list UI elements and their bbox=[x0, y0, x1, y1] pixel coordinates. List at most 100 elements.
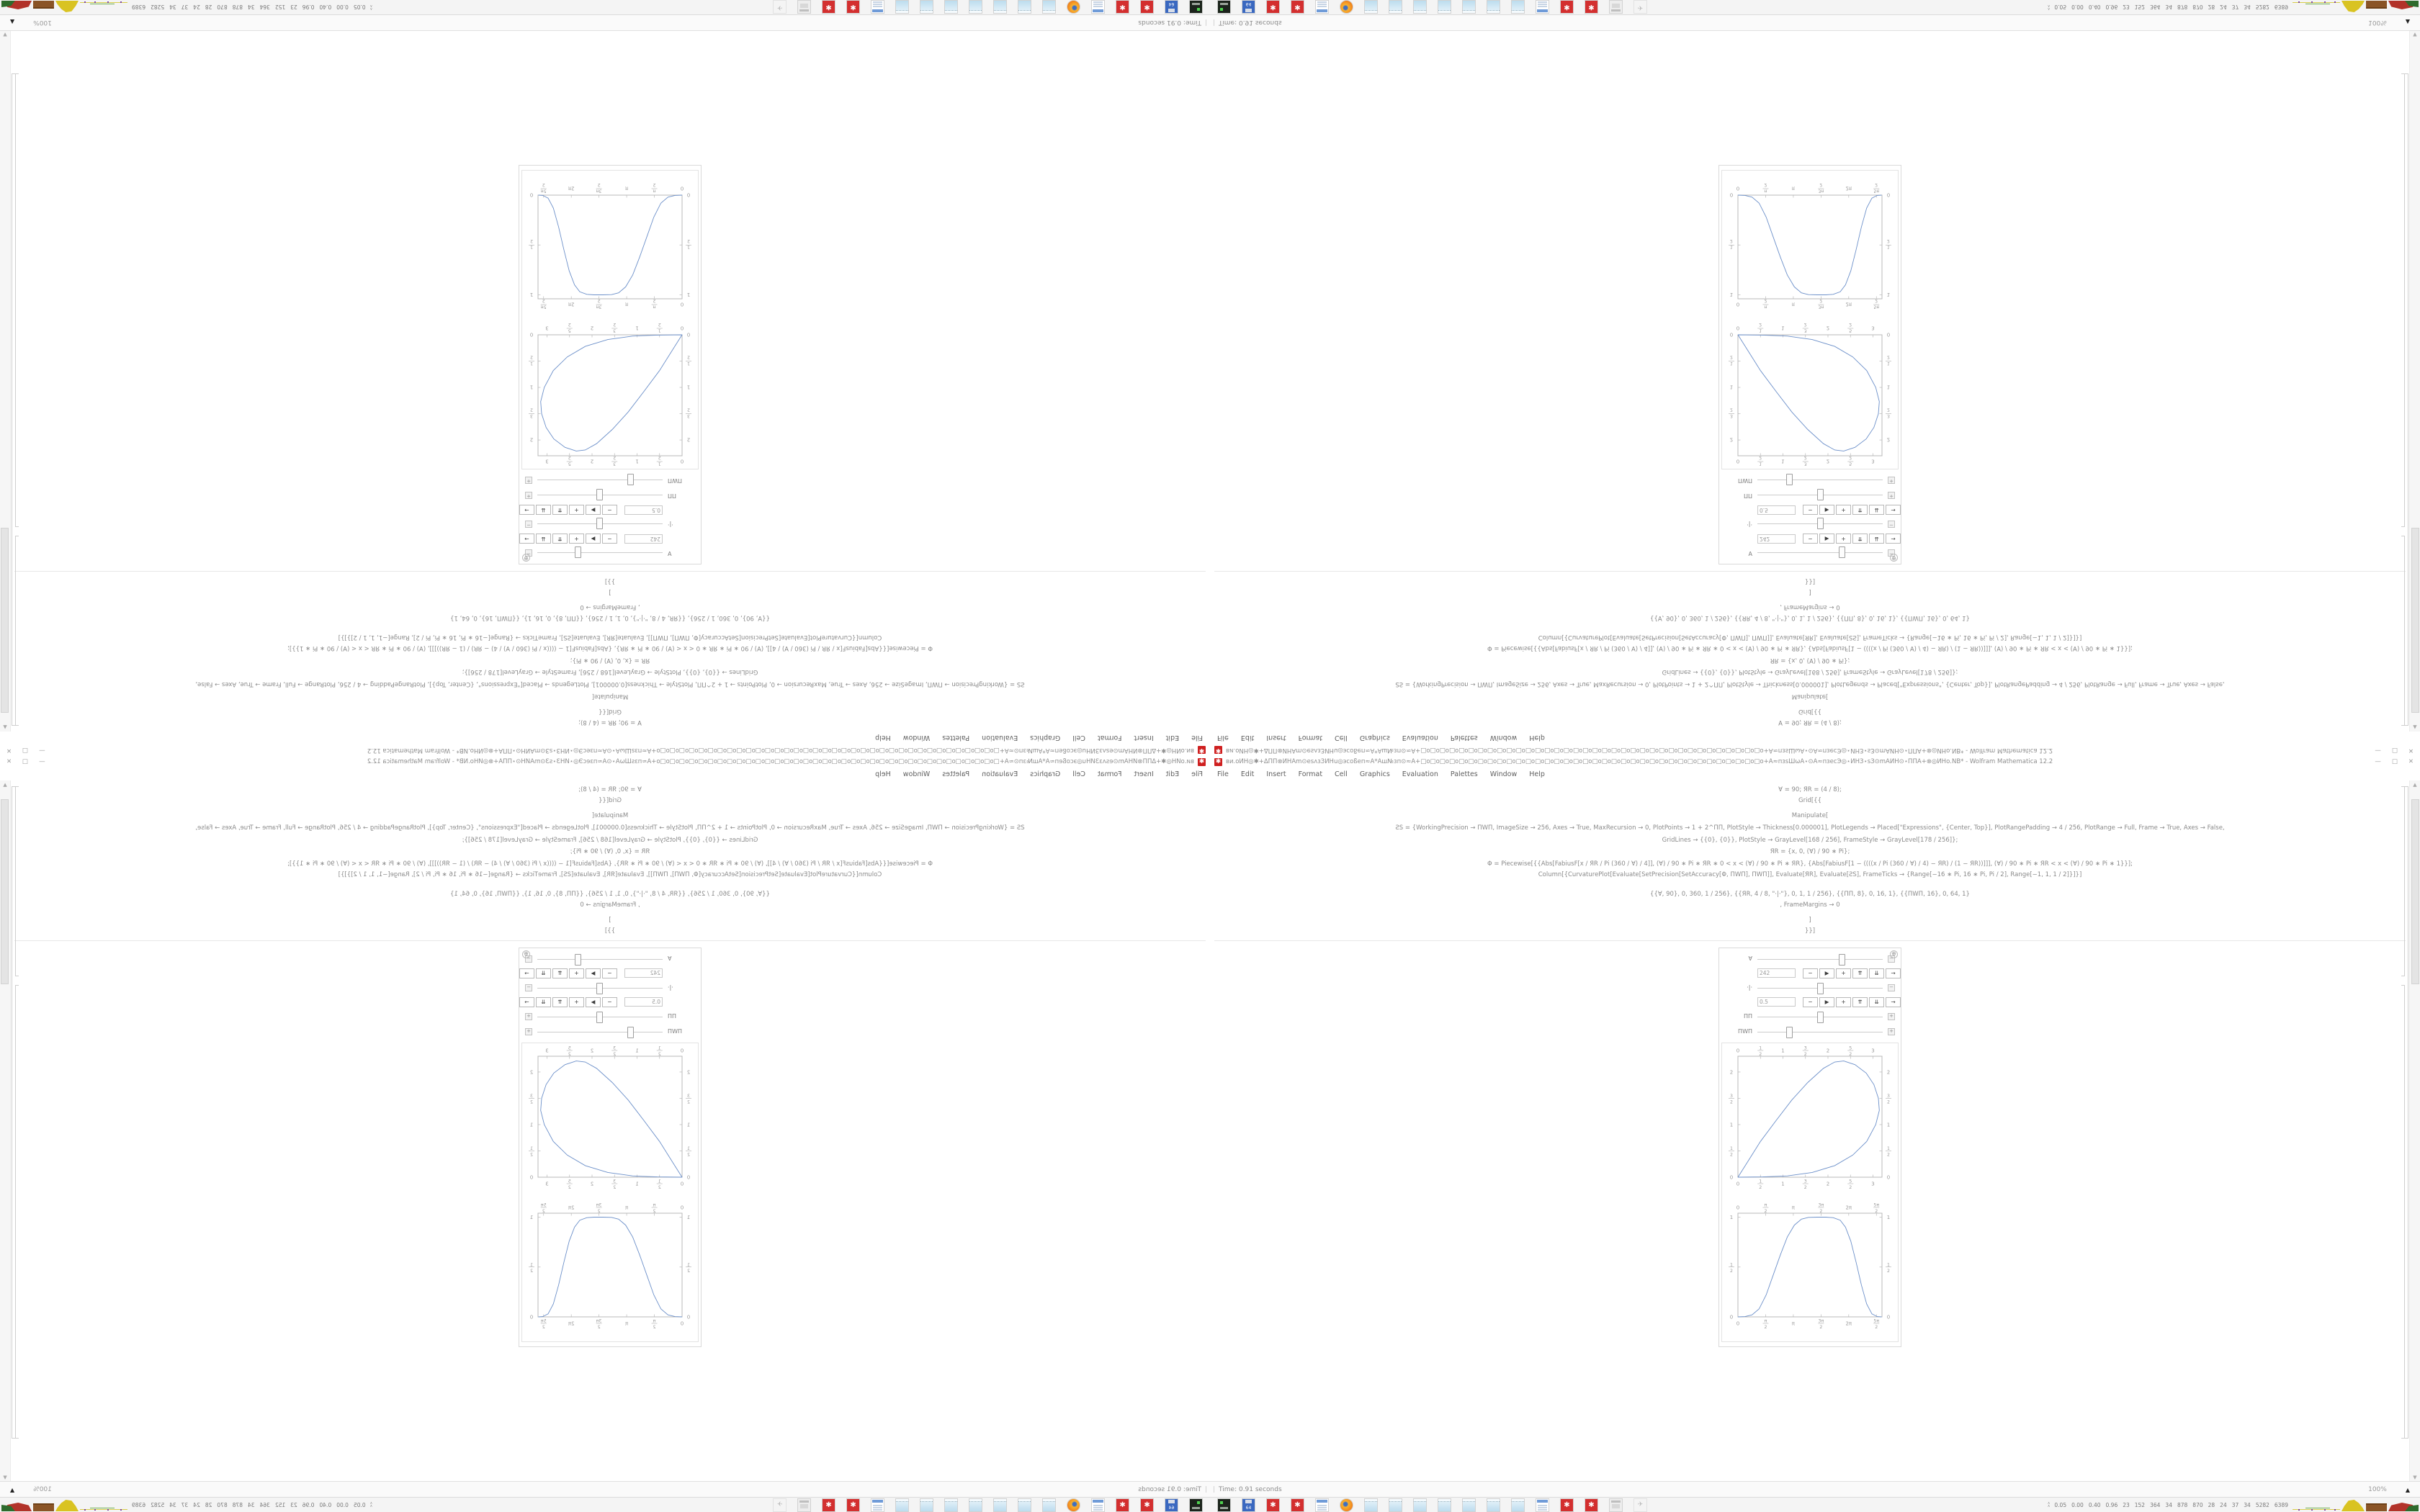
document-scroll-icon[interactable] bbox=[797, 0, 811, 14]
step-plus-button[interactable]: + bbox=[1836, 968, 1851, 978]
cell-bracket-output[interactable] bbox=[15, 73, 19, 527]
zoom-level[interactable]: 100% bbox=[33, 1486, 52, 1493]
mathematica-icon[interactable]: ✱ bbox=[1560, 1498, 1574, 1512]
calculator-icon[interactable] bbox=[1091, 1498, 1105, 1512]
notepad-icon[interactable] bbox=[1389, 0, 1402, 14]
cell-bracket-input[interactable] bbox=[15, 536, 19, 726]
slider-value-input[interactable]: 0.5 bbox=[624, 505, 663, 515]
notepad-icon[interactable] bbox=[1511, 0, 1525, 14]
mathematica-icon[interactable]: ✱ bbox=[1585, 0, 1598, 14]
mathematica-icon[interactable]: ✱ bbox=[1585, 1498, 1598, 1512]
dark-drive-utility-icon[interactable] bbox=[1217, 0, 1231, 14]
cell-bracket-group[interactable] bbox=[2405, 786, 2408, 1439]
menu-insert[interactable]: Insert bbox=[1134, 734, 1154, 742]
direction-button[interactable]: → bbox=[519, 534, 534, 544]
firefox-icon[interactable] bbox=[1067, 0, 1080, 14]
slider-1[interactable] bbox=[1757, 546, 1883, 559]
input-cell[interactable]: Ɐ = 90; ЯR = (4 / 8); Grid[{{Manipulate[Ƨ… bbox=[10, 786, 1210, 935]
slider-2[interactable] bbox=[1757, 982, 1883, 994]
minimize-button[interactable]: — bbox=[39, 758, 45, 765]
dark-drive-utility-icon[interactable] bbox=[1189, 0, 1203, 14]
notepad-icon[interactable] bbox=[1413, 0, 1427, 14]
menu-palettes[interactable]: Palettes bbox=[942, 770, 970, 778]
cell-bracket-group[interactable] bbox=[2405, 73, 2408, 726]
faster-button[interactable]: ⇈ bbox=[552, 505, 568, 516]
menu-edit[interactable]: Edit bbox=[1240, 770, 1255, 778]
mathematica-icon[interactable]: ✱ bbox=[1116, 1498, 1129, 1512]
slider-thumb[interactable] bbox=[1838, 953, 1845, 966]
slider-collapse-button[interactable]: + bbox=[525, 1012, 532, 1020]
notepad-icon[interactable] bbox=[969, 1498, 982, 1512]
menu-help[interactable]: Help bbox=[875, 770, 891, 778]
window-titlebar[interactable]: ✱ ви.оИН◎✱+ΔПП⊗ИНАm⊙еѕʌзЗИНu◎эсоßеп≈А*Аш… bbox=[0, 756, 1210, 768]
menu-format[interactable]: Format bbox=[1298, 734, 1323, 742]
zoom-level[interactable]: 100% bbox=[33, 19, 52, 26]
scroll-down-icon[interactable]: ▼ bbox=[2413, 1475, 2417, 1480]
slider-collapse-button[interactable]: + bbox=[525, 1027, 532, 1035]
notepad-icon[interactable] bbox=[1364, 0, 1378, 14]
menu-file[interactable]: File bbox=[1191, 770, 1203, 778]
gray-plane-icon[interactable]: ✈ bbox=[1634, 1498, 1647, 1512]
cell-bracket-output[interactable] bbox=[2401, 985, 2405, 1439]
menu-help[interactable]: Help bbox=[1529, 734, 1545, 742]
slider-thumb[interactable] bbox=[1817, 518, 1824, 530]
menu-insert[interactable]: Insert bbox=[1266, 734, 1286, 742]
slider-2[interactable] bbox=[1757, 518, 1883, 530]
slower-button[interactable]: ⇊ bbox=[1869, 968, 1884, 978]
notepad-icon[interactable] bbox=[1389, 1498, 1402, 1512]
menu-window[interactable]: Window bbox=[1489, 770, 1518, 778]
mathematica-icon[interactable]: ✱ bbox=[822, 0, 835, 14]
notepad-icon[interactable] bbox=[1487, 0, 1500, 14]
notepad-icon[interactable] bbox=[1438, 0, 1451, 14]
menu-graphics[interactable]: Graphics bbox=[1359, 770, 1390, 778]
close-button[interactable]: ✕ bbox=[2408, 758, 2414, 765]
scrollbar-thumb[interactable] bbox=[2411, 528, 2419, 713]
zoom-caret-icon[interactable]: ▲ bbox=[10, 19, 15, 26]
notepad-icon[interactable] bbox=[1042, 1498, 1056, 1512]
input-cell[interactable]: Ɐ = 90; ЯR = (4 / 8); Grid[{{Manipulate[Ƨ… bbox=[1210, 786, 2410, 935]
menu-cell[interactable]: Cell bbox=[1335, 770, 1348, 778]
notepad-icon[interactable] bbox=[969, 0, 982, 14]
floppy-64-icon[interactable]: 64 bbox=[1242, 0, 1255, 14]
scroll-down-icon[interactable]: ▼ bbox=[3, 32, 7, 37]
mathematica-icon[interactable]: ✱ bbox=[1560, 0, 1574, 14]
firefox-icon[interactable] bbox=[1340, 1498, 1353, 1512]
step-plus-button[interactable]: + bbox=[569, 996, 584, 1007]
direction-button[interactable]: → bbox=[1886, 996, 1901, 1007]
play-button[interactable]: ▶ bbox=[1819, 505, 1834, 516]
calculator-icon[interactable] bbox=[1315, 0, 1329, 14]
tray-chevron-icon[interactable]: ∧ ∧ bbox=[2047, 1501, 2051, 1508]
mathematica-icon[interactable]: ✱ bbox=[846, 1498, 860, 1512]
floppy-64-icon[interactable]: 64 bbox=[1242, 1498, 1255, 1512]
slider-1[interactable] bbox=[537, 953, 663, 966]
mathematica-icon[interactable]: ✱ bbox=[1291, 1498, 1304, 1512]
menu-format[interactable]: Format bbox=[1097, 734, 1122, 742]
menu-format[interactable]: Format bbox=[1298, 770, 1323, 778]
vertical-scrollbar[interactable]: ▲ ▼ bbox=[0, 30, 11, 732]
mathematica-icon[interactable]: ✱ bbox=[1266, 0, 1280, 14]
slower-button[interactable]: ⇊ bbox=[536, 534, 551, 544]
slider-thumb[interactable] bbox=[1817, 982, 1824, 994]
scrollbar-thumb[interactable] bbox=[2411, 799, 2419, 984]
faster-button[interactable]: ⇈ bbox=[552, 534, 568, 544]
menu-window[interactable]: Window bbox=[902, 734, 931, 742]
step-plus-button[interactable]: + bbox=[569, 505, 584, 516]
dark-drive-utility-icon[interactable] bbox=[1217, 1498, 1231, 1512]
mathematica-icon[interactable]: ✱ bbox=[822, 1498, 835, 1512]
faster-button[interactable]: ⇈ bbox=[552, 996, 568, 1007]
slider-collapse-button[interactable]: + bbox=[1888, 1012, 1895, 1020]
faster-button[interactable]: ⇈ bbox=[552, 968, 568, 978]
calculator-icon[interactable] bbox=[1091, 0, 1105, 14]
window-titlebar[interactable]: ✱ ви.оИН◎✱+ΔПП⊗ИНАm⊙еѕʌзЗИНu◎эсоßеп≈А*Аш… bbox=[1210, 744, 2420, 756]
scroll-up-icon[interactable]: ▲ bbox=[2413, 724, 2417, 730]
document-scroll-icon[interactable] bbox=[1609, 1498, 1623, 1512]
slider-2[interactable] bbox=[537, 982, 663, 994]
cell-bracket-output[interactable] bbox=[15, 985, 19, 1439]
minimize-button[interactable]: — bbox=[2375, 758, 2381, 765]
play-button[interactable]: ▶ bbox=[1819, 534, 1834, 544]
calculator-icon[interactable] bbox=[1536, 0, 1549, 14]
slider-thumb[interactable] bbox=[1817, 1011, 1824, 1023]
menu-palettes[interactable]: Palettes bbox=[942, 734, 970, 742]
slider-3[interactable] bbox=[537, 1011, 663, 1023]
slider-collapse-button[interactable]: + bbox=[1888, 492, 1895, 500]
